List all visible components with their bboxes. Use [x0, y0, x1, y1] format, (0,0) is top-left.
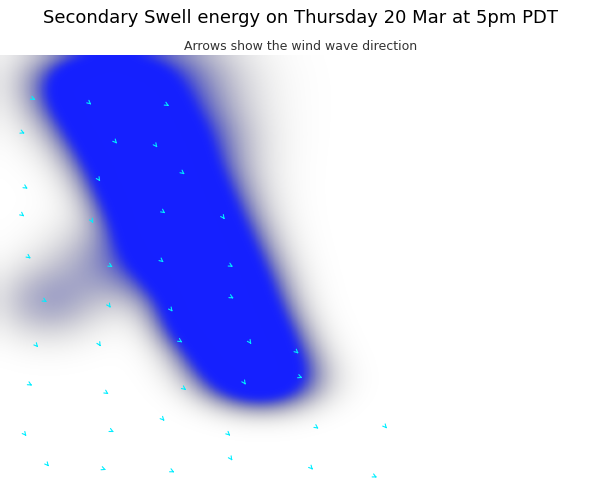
- Text: Arrows show the wind wave direction: Arrows show the wind wave direction: [184, 40, 417, 53]
- Text: Secondary Swell energy on Thursday 20 Mar at 5pm PDT: Secondary Swell energy on Thursday 20 Ma…: [43, 9, 558, 27]
